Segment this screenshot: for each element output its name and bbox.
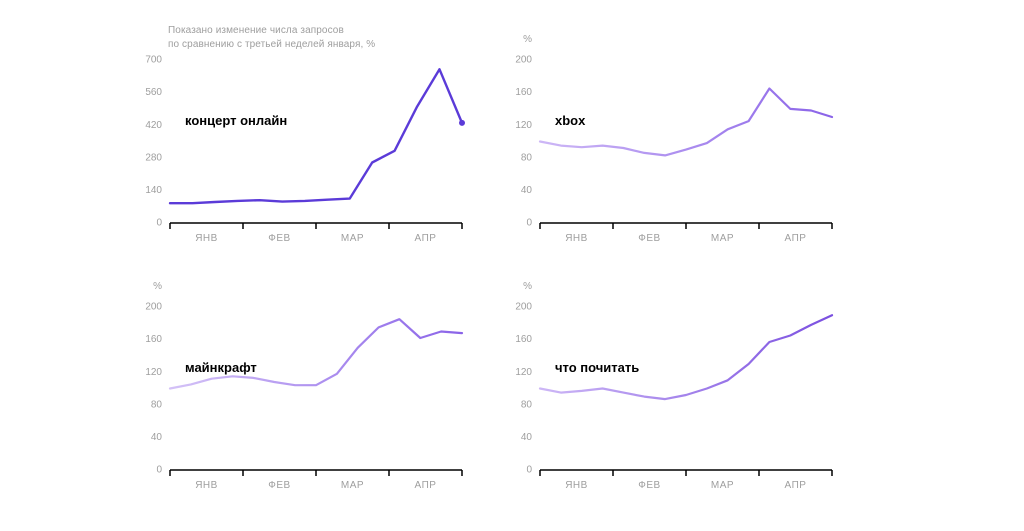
chart-svg-xbox: 0 40 80 120 160 200% ЯНВ ФЕВ МАР АПР xbox — [505, 28, 840, 253]
y-unit-label: % — [153, 281, 162, 292]
series-title: что почитать — [555, 360, 639, 375]
y-tick-label: 700 — [145, 55, 162, 66]
chart-svg-read: 0 40 80 120 160 200% ЯНВ ФЕВ МАР АПР что почитать — [505, 275, 840, 500]
y-tick-label: 80 — [521, 399, 533, 410]
y-tick-label: 0 — [526, 218, 532, 229]
y-tick-label: 120 — [515, 367, 532, 378]
y-tick-label: 420 — [145, 120, 162, 131]
x-tick-label: МАР — [711, 233, 734, 244]
series-title: xbox — [555, 113, 586, 128]
x-tick-label: ЯНВ — [565, 233, 588, 244]
y-tick-label: 0 — [156, 465, 162, 476]
chart-svg-minecraft: 0 40 80 120 160 200% ЯНВ ФЕВ МАР АПР майнкрафт — [135, 275, 470, 500]
y-tick-label: 140 — [145, 185, 162, 196]
page-root: Показано изменение числа запросов по сра… — [0, 0, 1024, 531]
x-tick-label: ЯНВ — [565, 480, 588, 491]
y-tick-label: 120 — [515, 120, 532, 131]
chart-xbox: 0 40 80 120 160 200% ЯНВ ФЕВ МАР АПР xbox — [505, 28, 840, 253]
y-tick-label: 160 — [145, 334, 162, 345]
y-tick-label: 160 — [515, 334, 532, 345]
x-tick-label: ФЕВ — [638, 233, 660, 244]
chart-minecraft: 0 40 80 120 160 200% ЯНВ ФЕВ МАР АПР майнкрафт — [135, 275, 470, 500]
y-tick-label: 560 — [145, 87, 162, 98]
x-tick-label: АПР — [415, 233, 437, 244]
y-tick-label: 200 — [515, 302, 532, 313]
series-last-dot — [459, 120, 465, 126]
x-tick-label: ФЕВ — [268, 233, 290, 244]
y-tick-label: 0 — [526, 465, 532, 476]
x-tick-label: АПР — [785, 233, 807, 244]
series-line — [170, 319, 462, 388]
x-tick-label: МАР — [341, 480, 364, 491]
y-tick-label: 200 — [515, 55, 532, 66]
y-tick-label: 120 — [145, 367, 162, 378]
y-unit-label: % — [523, 281, 532, 292]
y-tick-label: 40 — [521, 432, 533, 443]
series-line — [170, 69, 462, 203]
chart-concert: 0 140 280 420 560 700 ЯНВ ФЕВ МАР АПР концерт онла… — [135, 28, 470, 253]
series-title: майнкрафт — [185, 360, 257, 375]
x-tick-label: АПР — [415, 480, 437, 491]
y-tick-label: 160 — [515, 87, 532, 98]
x-tick-label: ЯНВ — [195, 480, 218, 491]
x-tick-label: МАР — [341, 233, 364, 244]
y-tick-label: 80 — [151, 399, 163, 410]
y-tick-label: 80 — [521, 152, 533, 163]
chart-svg-concert: 0 140 280 420 560 700 ЯНВ ФЕВ МАР АПР концерт онла… — [135, 28, 470, 253]
x-tick-label: ЯНВ — [195, 233, 218, 244]
x-tick-label: МАР — [711, 480, 734, 491]
y-tick-label: 40 — [151, 432, 163, 443]
x-tick-label: АПР — [785, 480, 807, 491]
y-tick-label: 200 — [145, 302, 162, 313]
y-tick-label: 0 — [156, 218, 162, 229]
y-unit-label: % — [523, 34, 532, 45]
x-tick-label: ФЕВ — [268, 480, 290, 491]
y-tick-label: 40 — [521, 185, 533, 196]
y-tick-label: 280 — [145, 152, 162, 163]
chart-read: 0 40 80 120 160 200% ЯНВ ФЕВ МАР АПР что почитать — [505, 275, 840, 500]
x-tick-label: ФЕВ — [638, 480, 660, 491]
series-line — [540, 315, 832, 399]
series-title: концерт онлайн — [185, 113, 287, 128]
